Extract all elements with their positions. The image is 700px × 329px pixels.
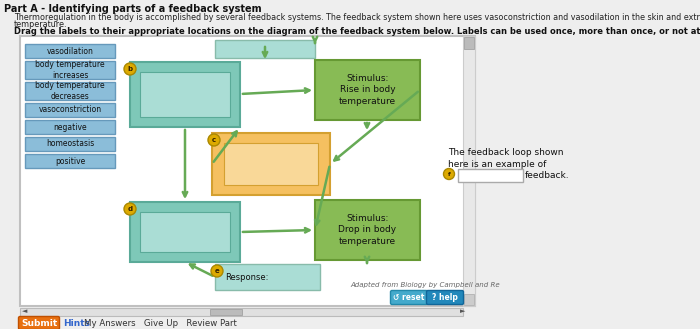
Text: ? help: ? help <box>432 293 458 302</box>
Text: Part A - Identifying parts of a feedback system: Part A - Identifying parts of a feedback… <box>4 4 262 14</box>
Bar <box>464 294 474 305</box>
Text: Thermoregulation in the body is accomplished by several feedback systems. The fe: Thermoregulation in the body is accompli… <box>14 13 700 22</box>
Text: c: c <box>212 137 216 143</box>
Bar <box>20 36 475 306</box>
Circle shape <box>124 203 136 215</box>
Circle shape <box>444 168 454 180</box>
Text: negative: negative <box>53 122 87 132</box>
Bar <box>20 308 463 316</box>
Bar <box>140 72 230 117</box>
Bar <box>315 200 420 260</box>
Bar <box>315 60 420 120</box>
Circle shape <box>211 265 223 277</box>
Bar <box>130 202 240 262</box>
Text: My Answers   Give Up   Review Part: My Answers Give Up Review Part <box>84 318 237 327</box>
Text: Stimulus:
Rise in body
temperature: Stimulus: Rise in body temperature <box>339 74 396 106</box>
Text: The feedback loop shown
here is an example of: The feedback loop shown here is an examp… <box>448 148 564 169</box>
Bar <box>25 120 115 134</box>
Text: e: e <box>215 268 219 274</box>
Text: homeostasis: homeostasis <box>46 139 94 148</box>
Bar <box>0 316 700 329</box>
Text: ►: ► <box>460 309 466 315</box>
Text: ↺ reset: ↺ reset <box>393 293 425 302</box>
Bar <box>25 103 115 117</box>
Text: vasodilation: vasodilation <box>47 46 93 56</box>
Text: body temperature
increases: body temperature increases <box>35 60 105 80</box>
Text: body temperature
decreases: body temperature decreases <box>35 81 105 101</box>
Bar <box>458 169 523 182</box>
Circle shape <box>124 63 136 75</box>
Text: Stimulus:
Drop in body
temperature: Stimulus: Drop in body temperature <box>338 215 397 246</box>
Text: positive: positive <box>55 157 85 165</box>
Bar <box>25 44 115 58</box>
Bar <box>215 40 315 58</box>
Bar <box>463 36 475 306</box>
FancyBboxPatch shape <box>18 316 60 329</box>
Bar <box>25 137 115 151</box>
Text: Submit: Submit <box>21 318 57 327</box>
Text: Response:: Response: <box>225 272 268 282</box>
Text: temperature.: temperature. <box>14 20 67 29</box>
Text: d: d <box>127 206 132 212</box>
Bar <box>215 264 320 290</box>
Text: b: b <box>127 66 132 72</box>
Bar <box>210 309 242 315</box>
Bar <box>25 154 115 168</box>
Bar <box>464 37 474 49</box>
Text: Drag the labels to their appropriate locations on the diagram of the feedback sy: Drag the labels to their appropriate loc… <box>14 27 700 36</box>
Bar <box>140 212 230 252</box>
Circle shape <box>208 134 220 146</box>
FancyBboxPatch shape <box>391 291 428 305</box>
Bar <box>25 61 115 79</box>
Bar <box>212 133 330 195</box>
Text: feedback.: feedback. <box>525 171 570 180</box>
Text: Adapted from Biology by Campbell and Re: Adapted from Biology by Campbell and Re <box>350 282 500 288</box>
Bar <box>25 82 115 100</box>
Text: vasoconstriction: vasoconstriction <box>38 106 102 114</box>
FancyBboxPatch shape <box>426 291 463 305</box>
Text: ◄: ◄ <box>22 309 27 315</box>
Text: f: f <box>447 171 450 176</box>
Bar <box>130 62 240 127</box>
Bar <box>224 143 318 185</box>
Text: Hints: Hints <box>63 318 90 327</box>
